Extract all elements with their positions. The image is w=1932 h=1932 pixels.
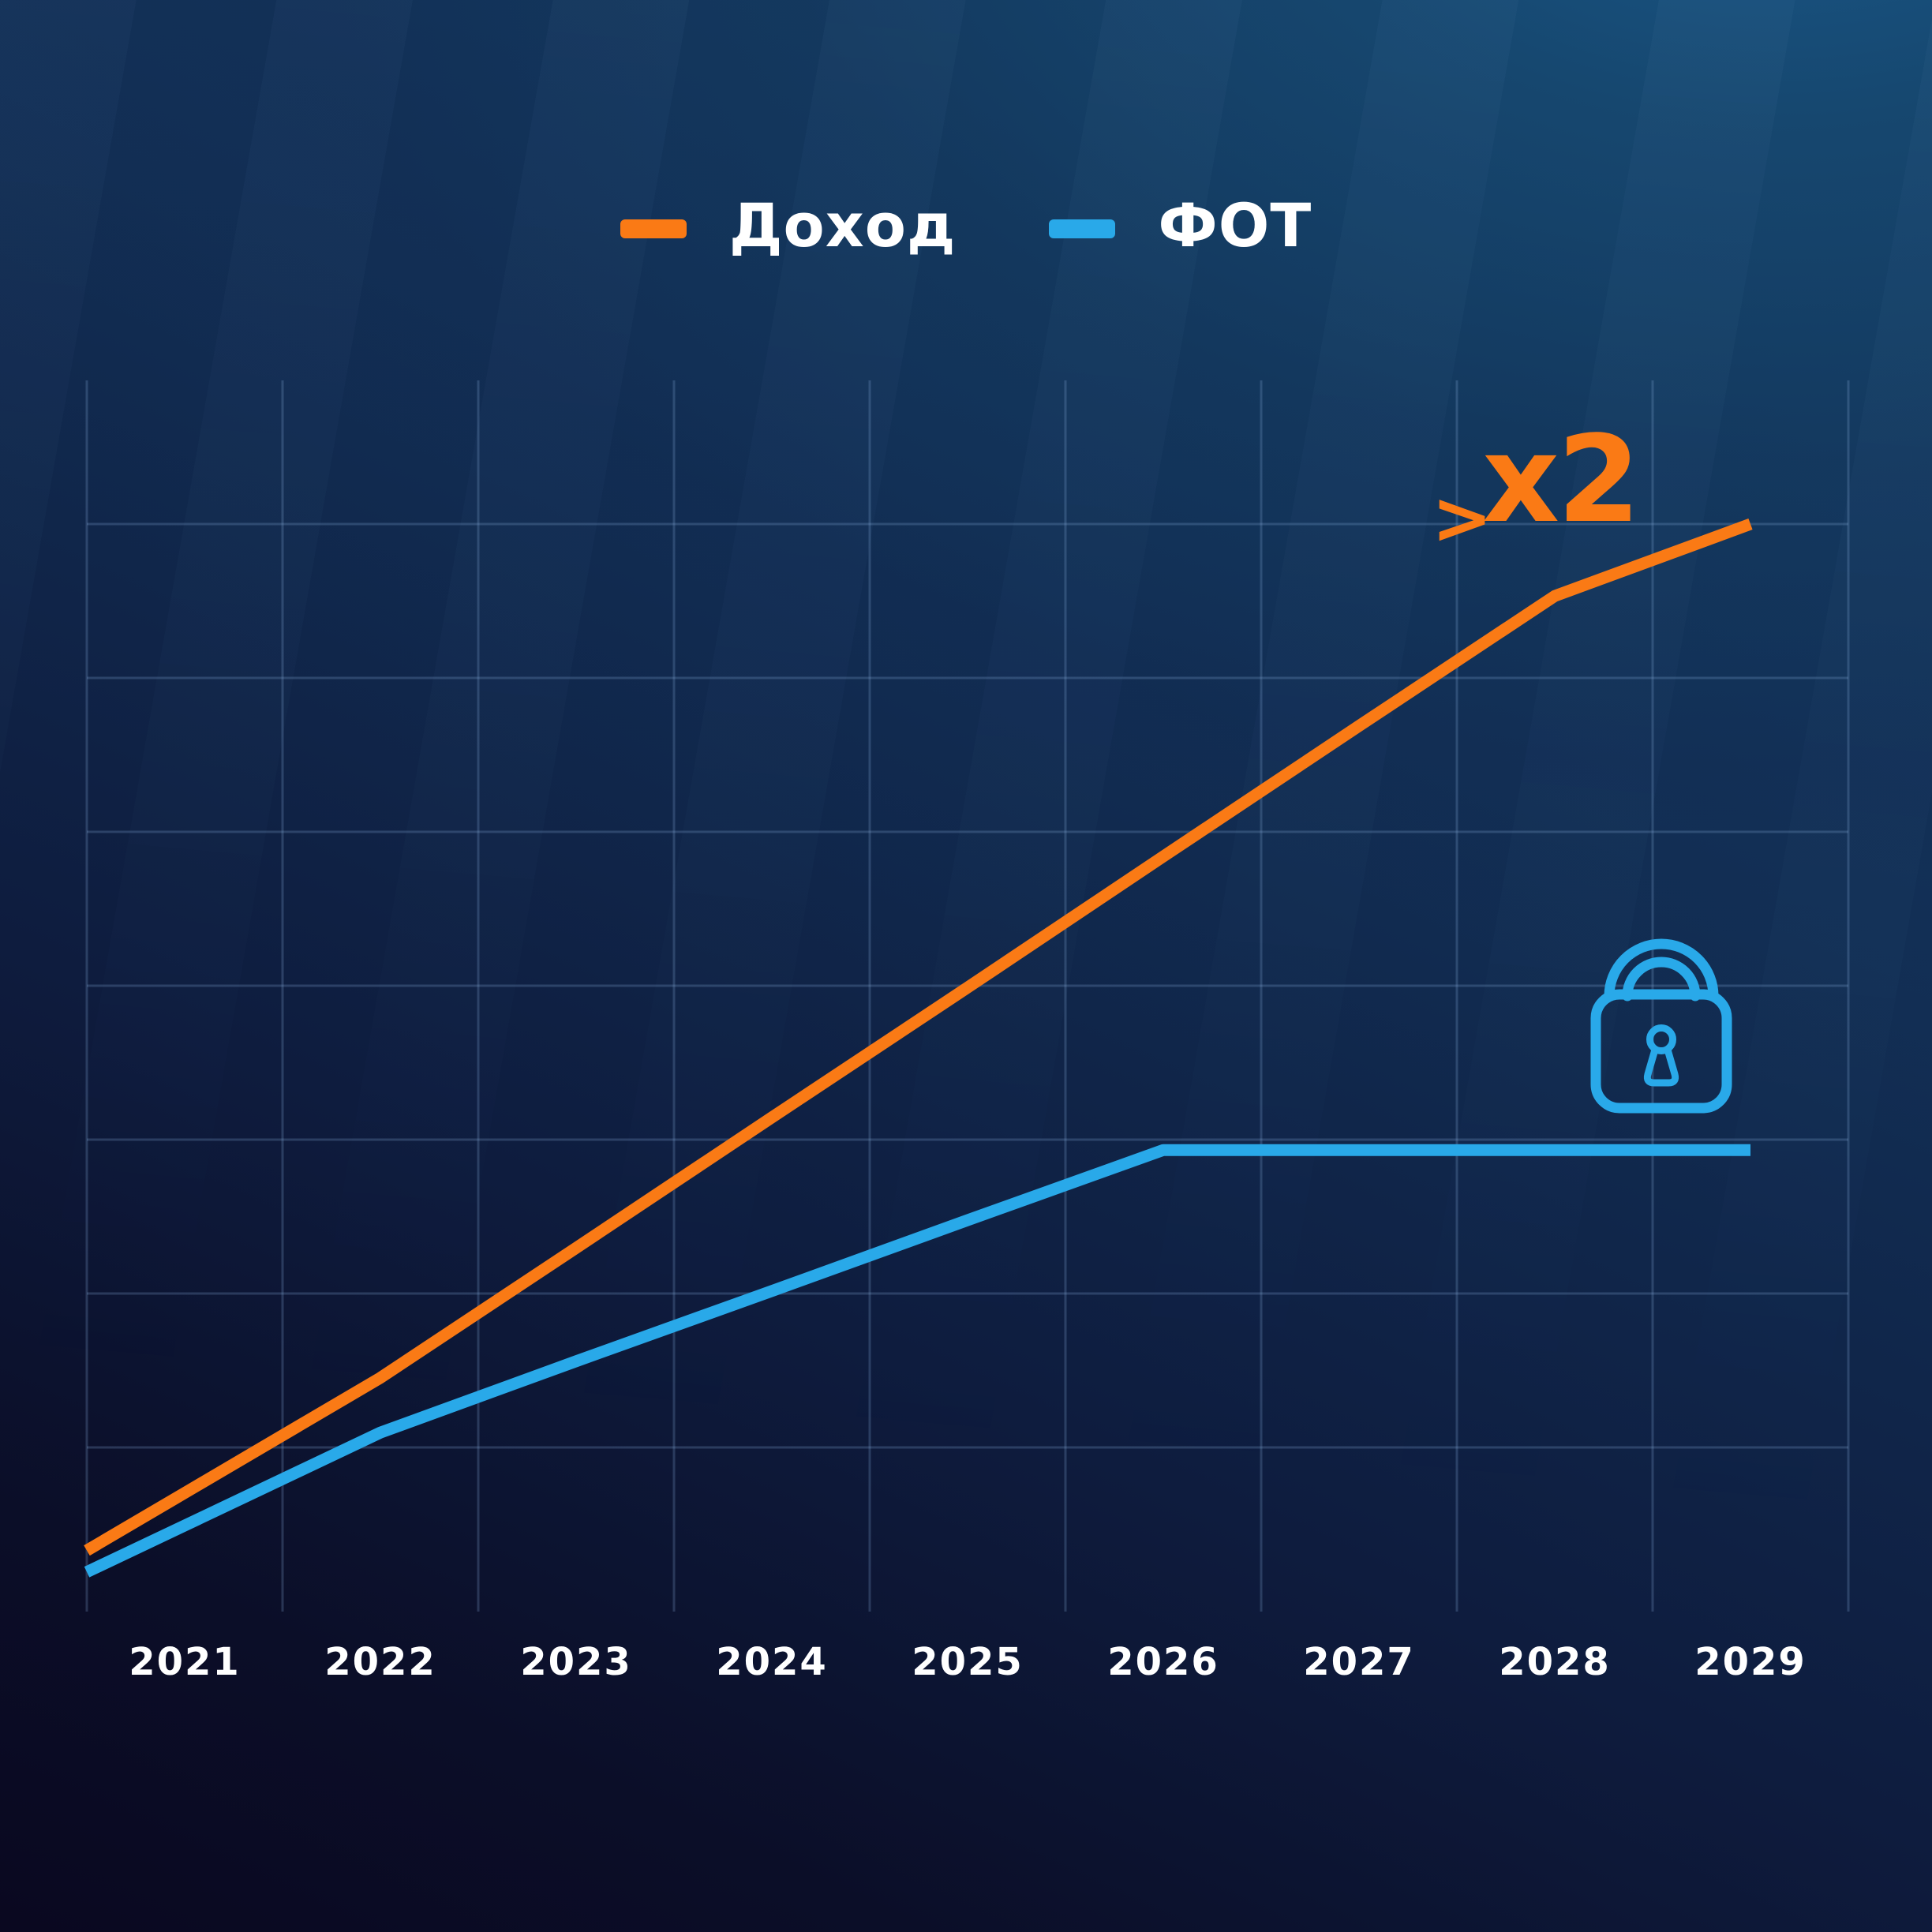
income-line (84, 518, 1753, 1556)
legend-label-income: Доход (728, 190, 957, 260)
year-label-2029: 2029 (1694, 1640, 1807, 1684)
data-lines (84, 518, 1753, 1578)
payroll-line-swatch-icon (1049, 219, 1116, 238)
lock-shackle-outer (1604, 938, 1719, 1002)
legend-label-payroll: ФОТ (1158, 190, 1312, 260)
year-label-2024: 2024 (716, 1640, 828, 1684)
gridlines (85, 380, 1850, 1612)
keyhole-stem (1643, 1046, 1679, 1087)
legend-item-income: Доход (620, 190, 957, 260)
x-axis-year-labels: 2021 2022 2023 2024 2025 2026 2027 2028 2029 (129, 1640, 1807, 1684)
lock-body (1590, 989, 1732, 1114)
lock-shackle-inner (1622, 957, 1701, 1002)
legend-item-payroll: ФОТ (1049, 190, 1312, 260)
year-label-2022: 2022 (324, 1640, 436, 1684)
chart-legend: Доход ФОТ (0, 190, 1932, 260)
income-line-swatch-icon (620, 219, 687, 238)
year-label-2026: 2026 (1107, 1640, 1219, 1684)
growth-annotation: > x2 (1432, 410, 1641, 560)
keyhole-head (1646, 1024, 1676, 1054)
year-label-2028: 2028 (1499, 1640, 1611, 1684)
year-label-2027: 2027 (1303, 1640, 1415, 1684)
x2-label: x2 (1482, 410, 1638, 549)
year-label-2021: 2021 (129, 1640, 241, 1684)
greater-than-sign: > (1432, 476, 1492, 560)
payroll-line (84, 1144, 1750, 1578)
lock-icon (1590, 938, 1732, 1114)
year-label-2025: 2025 (912, 1640, 1024, 1684)
year-label-2023: 2023 (520, 1640, 632, 1684)
